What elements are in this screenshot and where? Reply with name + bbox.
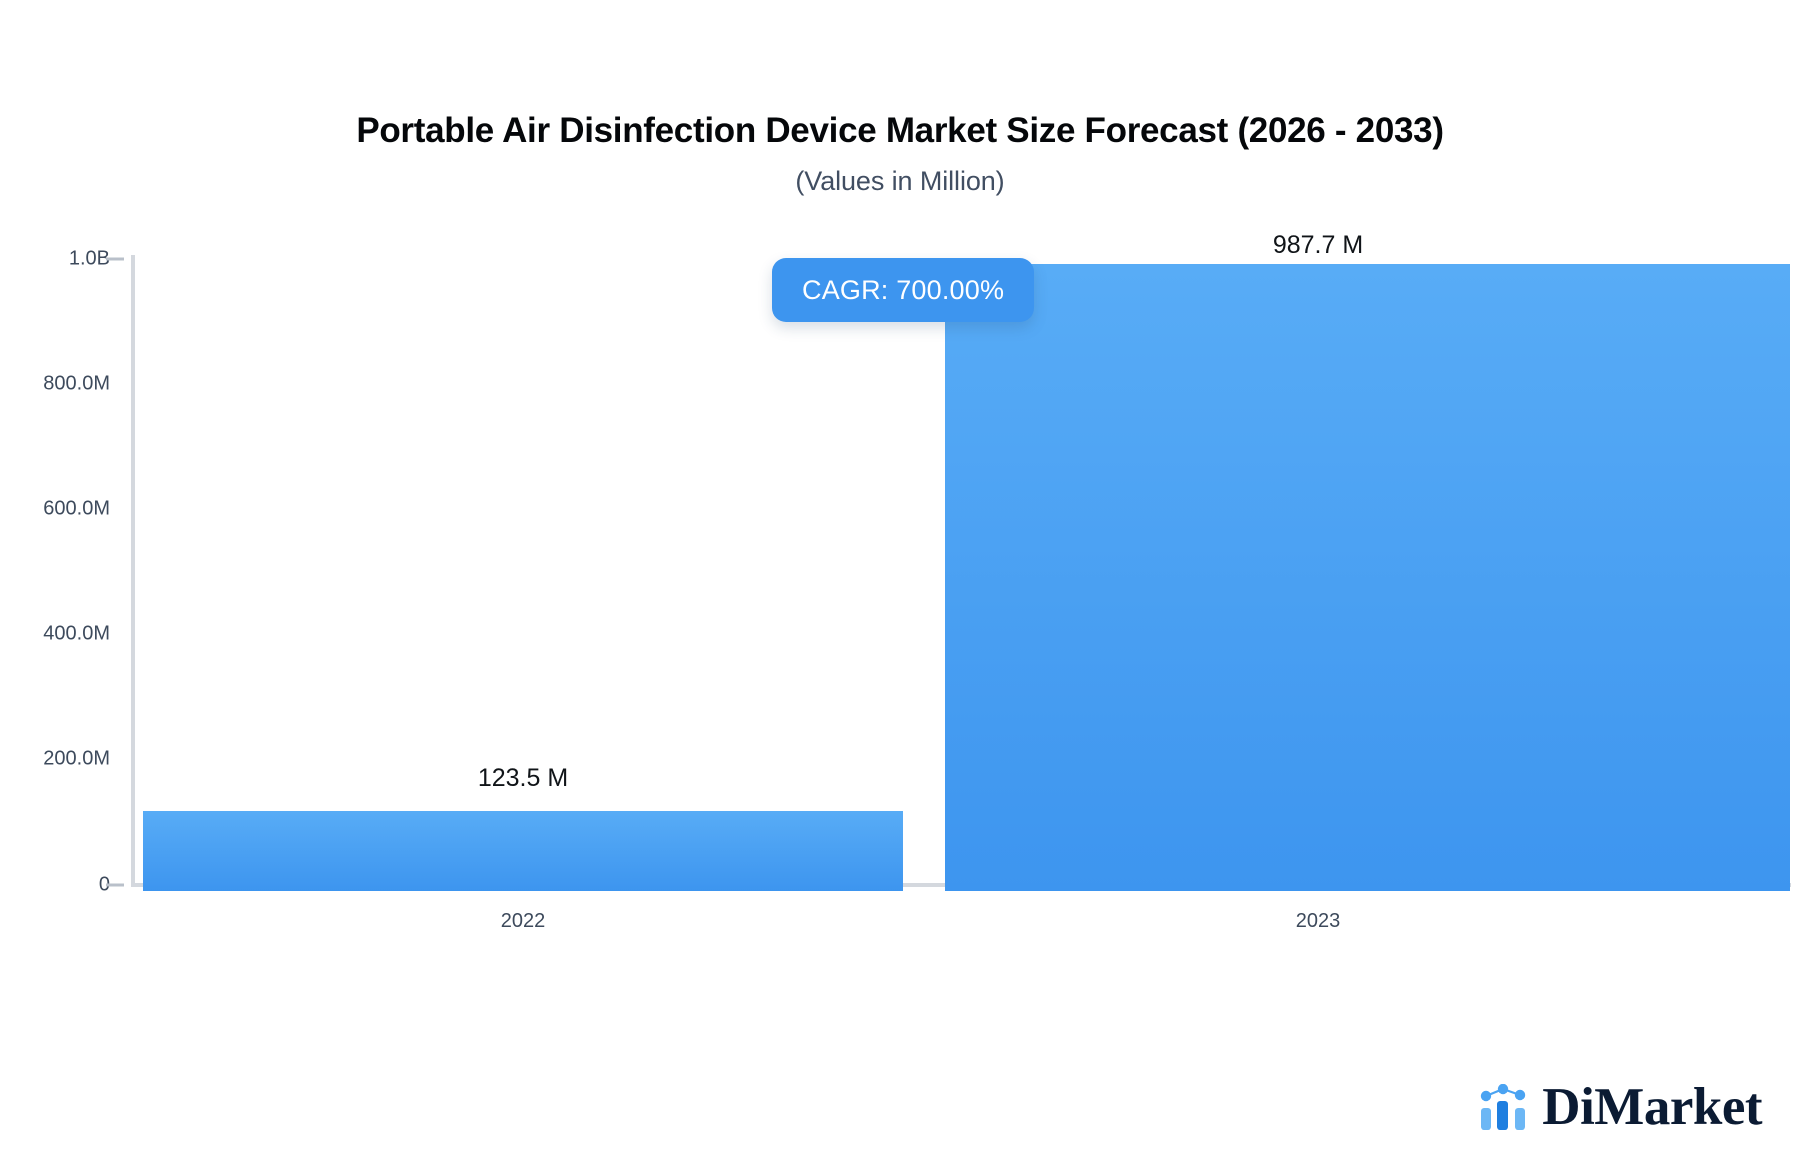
- cagr-badge-label: CAGR: 700.00%: [802, 274, 1005, 305]
- x-tick-label-2022: 2022: [500, 910, 546, 932]
- plot-area: 1.0B 800.0M 600.0M 400.0M 200.0M 0 123.5…: [0, 231, 1800, 932]
- bar-chart-logo-icon: [1481, 1083, 1526, 1130]
- y-tick-label-800m: 800.0M: [43, 372, 110, 395]
- page-title: Portable Air Disinfection Device Market …: [356, 111, 1444, 150]
- bar-2022[interactable]: [143, 811, 903, 891]
- chart-subtitle: (Values in Million): [795, 166, 1005, 196]
- y-tick-label-600m: 600.0M: [43, 497, 110, 520]
- brand-logo: DiMarket: [1478, 1081, 1762, 1134]
- y-tick-dash-1000m: [106, 257, 124, 261]
- y-axis-line: [131, 255, 135, 885]
- y-tick-dash-0: [106, 883, 124, 887]
- bar-label-2022: 123.5 M: [477, 764, 569, 792]
- title-block: Portable Air Disinfection Device Market …: [0, 110, 1800, 197]
- y-tick-label-200m: 200.0M: [43, 747, 110, 770]
- y-tick-label-400m: 400.0M: [43, 622, 110, 645]
- brand-name: DiMarket: [1542, 1078, 1762, 1136]
- y-tick-label-0: 0: [98, 873, 110, 896]
- cagr-badge: CAGR: 700.00%: [772, 258, 1035, 322]
- bar-label-2023: 987.7 M: [1272, 231, 1364, 259]
- x-tick-label-2023: 2023: [1295, 910, 1341, 932]
- y-tick-label-1000m: 1.0B: [68, 247, 110, 270]
- bar-2023[interactable]: [945, 264, 1790, 891]
